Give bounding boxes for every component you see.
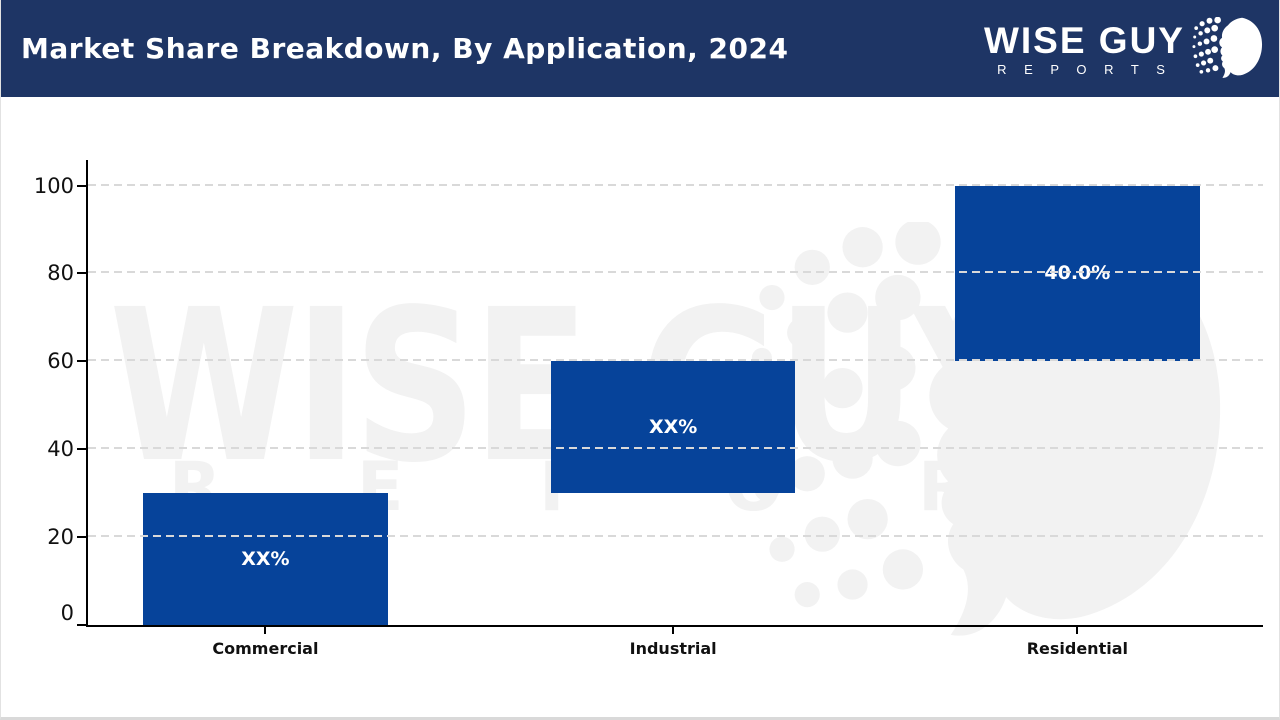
chart-title: Market Share Breakdown, By Application, … [21, 32, 789, 65]
wise-guy-face-icon [1192, 17, 1263, 78]
logo-wordmark: WISE GUY [983, 19, 1185, 61]
wiseguy-logo: WISE GUY R E P O R T S [984, 17, 1265, 80]
y-tick-label: 0 [60, 601, 74, 625]
gridline [88, 183, 1263, 186]
x-tick-mark [672, 625, 675, 634]
x-category-label-industrial: Industrial [629, 639, 717, 658]
bar-value-label: XX% [241, 548, 290, 571]
y-tick-label: 100 [33, 173, 74, 198]
y-tick-label: 40 [47, 437, 74, 462]
gridline [88, 359, 1263, 362]
bar-value-label: XX% [648, 416, 698, 439]
y-tick-label: 20 [47, 525, 74, 550]
x-tick-mark [1076, 625, 1079, 634]
wiseguy-logo-text: WISE GUY R E P O R T S [984, 22, 1185, 76]
y-tick-label: 60 [47, 349, 74, 374]
y-tick-mark [77, 184, 88, 187]
y-tick-mark [77, 536, 88, 539]
y-tick-mark [77, 624, 88, 626]
x-category-label-commercial: Commercial [212, 639, 319, 658]
x-tick-mark [264, 625, 267, 634]
report-header: Market Share Breakdown, By Application, … [1, 0, 1279, 97]
gridline [88, 447, 1263, 450]
y-tick-mark [77, 272, 88, 275]
gridline [88, 535, 1263, 538]
y-tick-mark [77, 360, 88, 363]
bar-industrial: XX% [550, 361, 796, 494]
y-tick-label: 80 [47, 261, 74, 286]
plot-area: 020406080100XX%CommercialXX%Industrial40… [34, 160, 1263, 658]
y-tick-mark [77, 448, 88, 451]
x-category-label-residential: Residential [1026, 639, 1128, 658]
gridline [88, 271, 1263, 274]
logo-subtext: R E P O R T S [997, 61, 1172, 77]
bar-commercial: XX% [143, 493, 388, 625]
